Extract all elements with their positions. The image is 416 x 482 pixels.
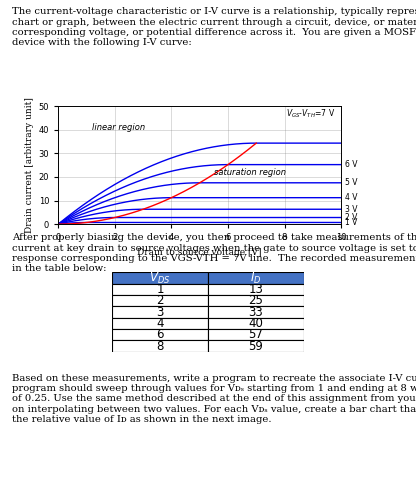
Text: 5 V: 5 V: [345, 178, 358, 187]
X-axis label: Drain to source voltage [V]: Drain to source voltage [V]: [137, 248, 262, 257]
Bar: [208, 295, 304, 307]
Text: 3 V: 3 V: [345, 205, 358, 214]
Bar: [208, 318, 304, 329]
Text: $V_{DS}$: $V_{DS}$: [149, 270, 171, 285]
Text: 4 V: 4 V: [345, 193, 358, 202]
Text: After properly biasing the device, you then proceed to take measurements of the : After properly biasing the device, you t…: [12, 233, 416, 273]
Text: The current-voltage characteristic or I-V curve is a relationship, typically rep: The current-voltage characteristic or I-…: [12, 7, 416, 47]
Text: 40: 40: [248, 317, 263, 330]
Bar: [112, 340, 208, 352]
Text: $V_{GS}$-$V_{TH}$=7 V: $V_{GS}$-$V_{TH}$=7 V: [286, 107, 335, 120]
Bar: [208, 329, 304, 340]
Text: 25: 25: [248, 294, 263, 307]
Text: 59: 59: [248, 340, 263, 353]
Text: linear region: linear region: [92, 123, 145, 132]
Text: 2 V: 2 V: [345, 213, 358, 222]
Bar: [112, 329, 208, 340]
Bar: [208, 340, 304, 352]
Text: 3: 3: [156, 306, 164, 319]
Text: 8: 8: [156, 340, 164, 353]
Text: 1 V: 1 V: [345, 218, 358, 227]
Text: 57: 57: [248, 328, 263, 341]
Text: Based on these measurements, write a program to recreate the associate I-V curve: Based on these measurements, write a pro…: [12, 374, 416, 424]
Bar: [112, 318, 208, 329]
Text: $I_D$: $I_D$: [250, 270, 262, 285]
Text: 2: 2: [156, 294, 164, 307]
Text: saturation region: saturation region: [214, 168, 286, 177]
Text: 1: 1: [156, 283, 164, 296]
Text: 4: 4: [156, 317, 164, 330]
Bar: [112, 307, 208, 318]
Text: 6: 6: [156, 328, 164, 341]
Text: 6 V: 6 V: [345, 160, 358, 169]
Text: 33: 33: [248, 306, 263, 319]
Bar: [112, 284, 208, 295]
Y-axis label: Drain current [arbitrary unit]: Drain current [arbitrary unit]: [25, 97, 35, 233]
Bar: [112, 272, 208, 284]
Bar: [208, 307, 304, 318]
Text: 13: 13: [248, 283, 263, 296]
Bar: [208, 272, 304, 284]
Bar: [208, 284, 304, 295]
Bar: [112, 295, 208, 307]
